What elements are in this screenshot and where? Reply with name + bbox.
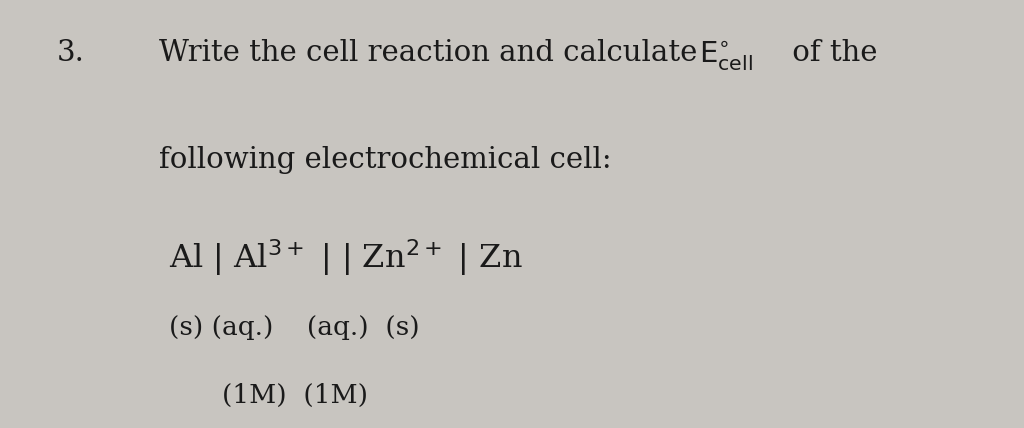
Text: (1M)  (1M): (1M) (1M): [222, 383, 369, 408]
Text: Al $|$ Al$^{3+}$ $|$ $|$ Zn$^{2+}$ $|$ Zn: Al $|$ Al$^{3+}$ $|$ $|$ Zn$^{2+}$ $|$ Z…: [169, 238, 522, 278]
Text: Write the cell reaction and calculate: Write the cell reaction and calculate: [159, 39, 707, 66]
Text: 3.: 3.: [56, 39, 84, 66]
Text: of the: of the: [783, 39, 878, 66]
Text: $\mathrm{E^{\circ}_{cell}}$: $\mathrm{E^{\circ}_{cell}}$: [699, 39, 754, 71]
Text: (s) (aq.)    (aq.)  (s): (s) (aq.) (aq.) (s): [169, 315, 420, 339]
Text: following electrochemical cell:: following electrochemical cell:: [159, 146, 611, 173]
